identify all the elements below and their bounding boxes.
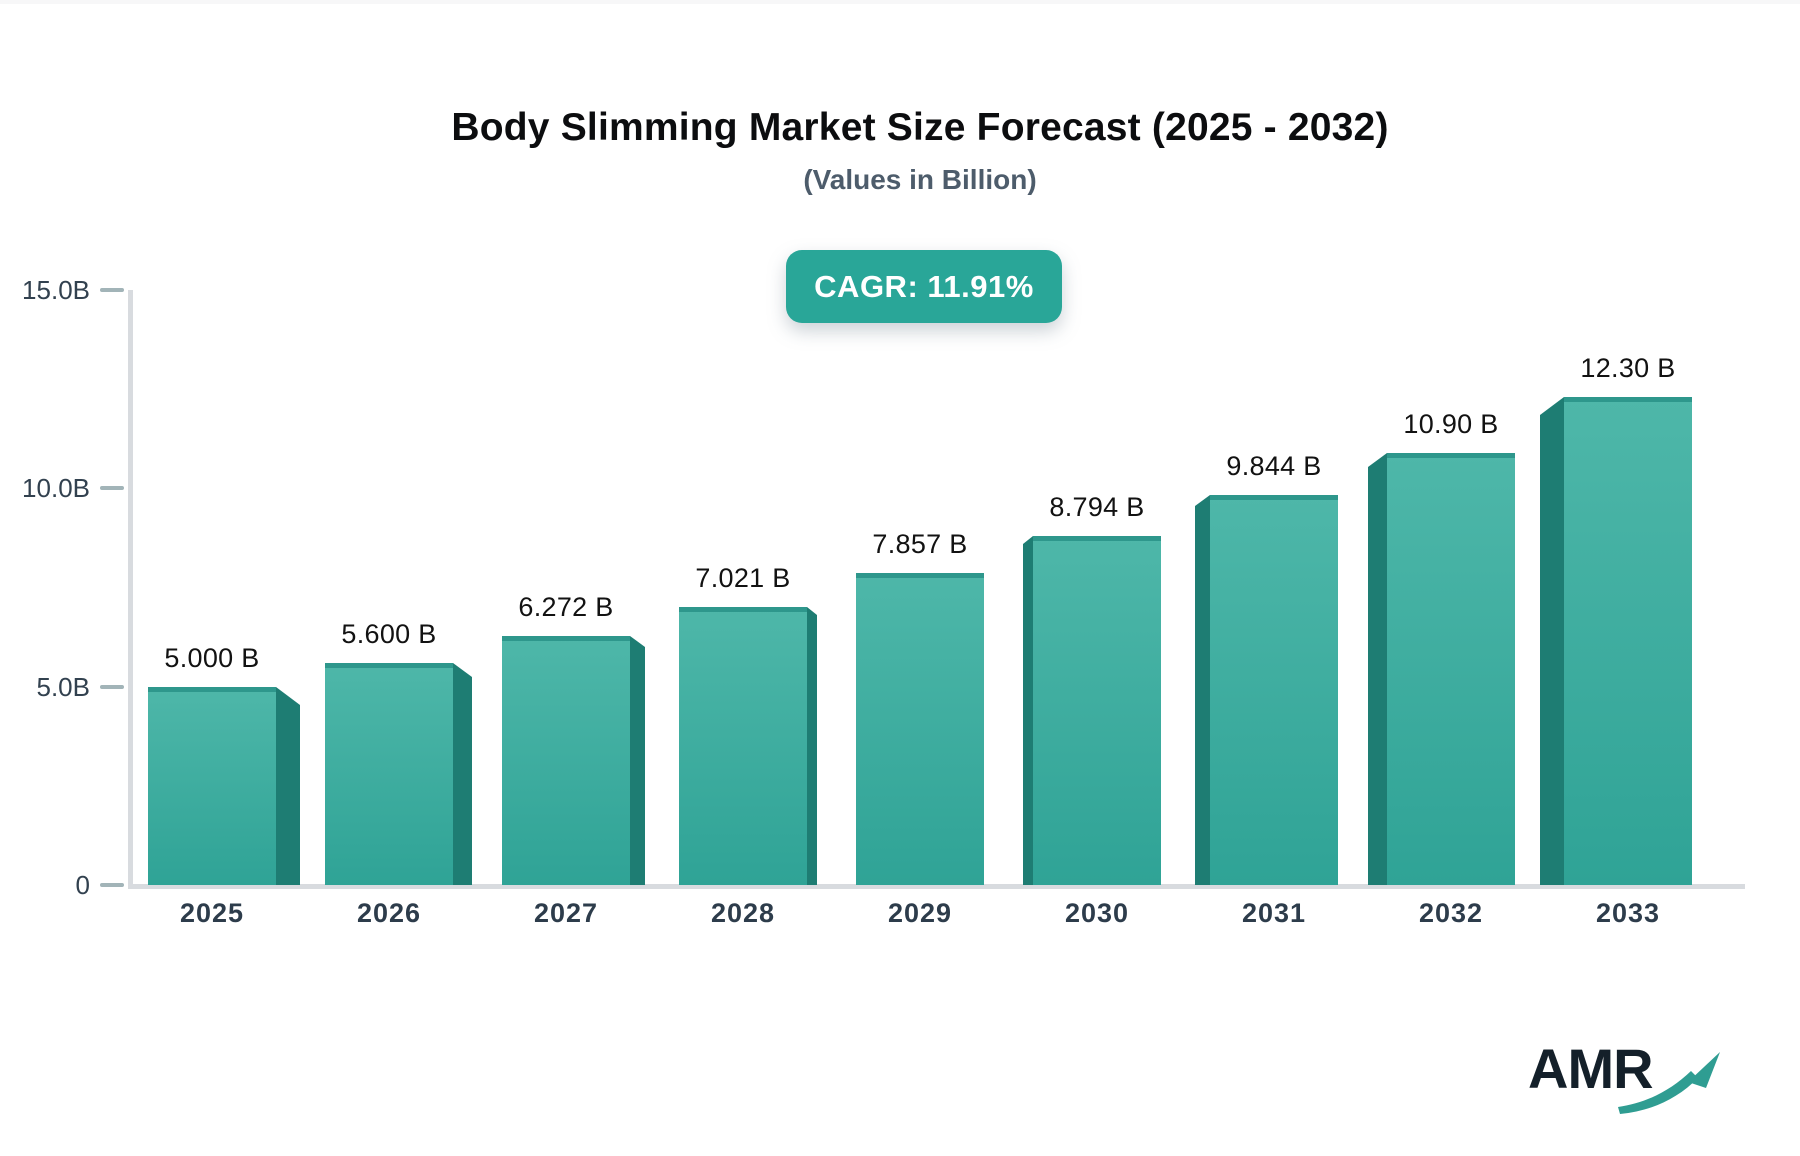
y-axis-line	[128, 290, 133, 889]
bar-value-label: 10.90 B	[1403, 409, 1499, 439]
x-axis-label: 2030	[1064, 898, 1130, 928]
y-axis-label: 10.0B	[22, 473, 90, 504]
bar-side-shadow	[1368, 453, 1387, 885]
bar-value-label: 8.794 B	[1049, 492, 1145, 522]
bar-value-label: 7.021 B	[695, 563, 791, 593]
bar-side-shadow	[807, 607, 817, 885]
bar-value-label: 5.000 B	[164, 643, 260, 673]
bar-2032	[1387, 453, 1515, 885]
chart-title: Body Slimming Market Size Forecast (2025…	[451, 106, 1389, 149]
y-axis-label: 0	[75, 870, 90, 900]
bar-value-label: 5.600 B	[341, 619, 437, 649]
x-axis-line	[128, 884, 1745, 889]
bar-top-edge	[679, 607, 807, 612]
x-axis-label: 2029	[887, 898, 953, 928]
amr-logo-text: AMR	[1528, 1037, 1654, 1100]
bar-side-shadow	[1195, 495, 1210, 885]
bar-2025	[148, 687, 276, 885]
bar-top-edge	[1210, 495, 1338, 500]
bar-2027	[502, 636, 630, 885]
x-axis-label: 2027	[533, 898, 599, 928]
bar-top-edge	[1387, 453, 1515, 458]
bar-top-edge	[1033, 536, 1161, 541]
x-axis-label: 2031	[1241, 898, 1307, 928]
card-top-edge	[0, 0, 1800, 4]
bar-top-edge	[1564, 397, 1692, 402]
bar-2028	[679, 607, 807, 885]
bar-top-edge	[502, 636, 630, 641]
x-axis-label: 2025	[179, 898, 245, 928]
bar-value-label: 12.30 B	[1580, 353, 1676, 383]
x-axis-label: 2033	[1595, 898, 1661, 928]
bar-side-shadow	[453, 663, 472, 885]
bar-top-edge	[148, 687, 276, 692]
cagr-badge: CAGR: 11.91%	[786, 250, 1062, 323]
bar-2026	[325, 663, 453, 885]
bar-top-edge	[856, 573, 984, 578]
bar-value-label: 9.844 B	[1226, 451, 1322, 481]
x-axis-label: 2032	[1418, 898, 1484, 928]
growth-arrow-icon	[1618, 1052, 1720, 1114]
x-axis-label: 2028	[710, 898, 776, 928]
y-axis-tick	[100, 486, 124, 491]
bar-2030	[1033, 536, 1161, 885]
bar-value-label: 6.272 B	[518, 592, 614, 622]
bar-2029	[856, 573, 984, 885]
y-axis-tick	[100, 288, 124, 292]
bar-2033	[1564, 397, 1692, 885]
bar-side-shadow	[630, 636, 645, 885]
chart-subtitle: (Values in Billion)	[803, 164, 1037, 195]
y-axis-label: 5.0B	[36, 671, 91, 702]
bar-value-label: 7.857 B	[872, 529, 968, 559]
y-axis-label: 15.0B	[22, 275, 90, 305]
bar-2031	[1210, 495, 1338, 885]
bar-side-shadow	[1540, 397, 1564, 885]
bar-side-shadow	[1023, 536, 1033, 885]
y-axis-tick	[100, 883, 124, 887]
bar-side-shadow	[276, 687, 300, 885]
amr-logo: AMR	[1528, 1036, 1728, 1120]
bar-top-edge	[325, 663, 453, 668]
y-axis-tick	[100, 684, 124, 689]
x-axis-label: 2026	[356, 898, 422, 928]
